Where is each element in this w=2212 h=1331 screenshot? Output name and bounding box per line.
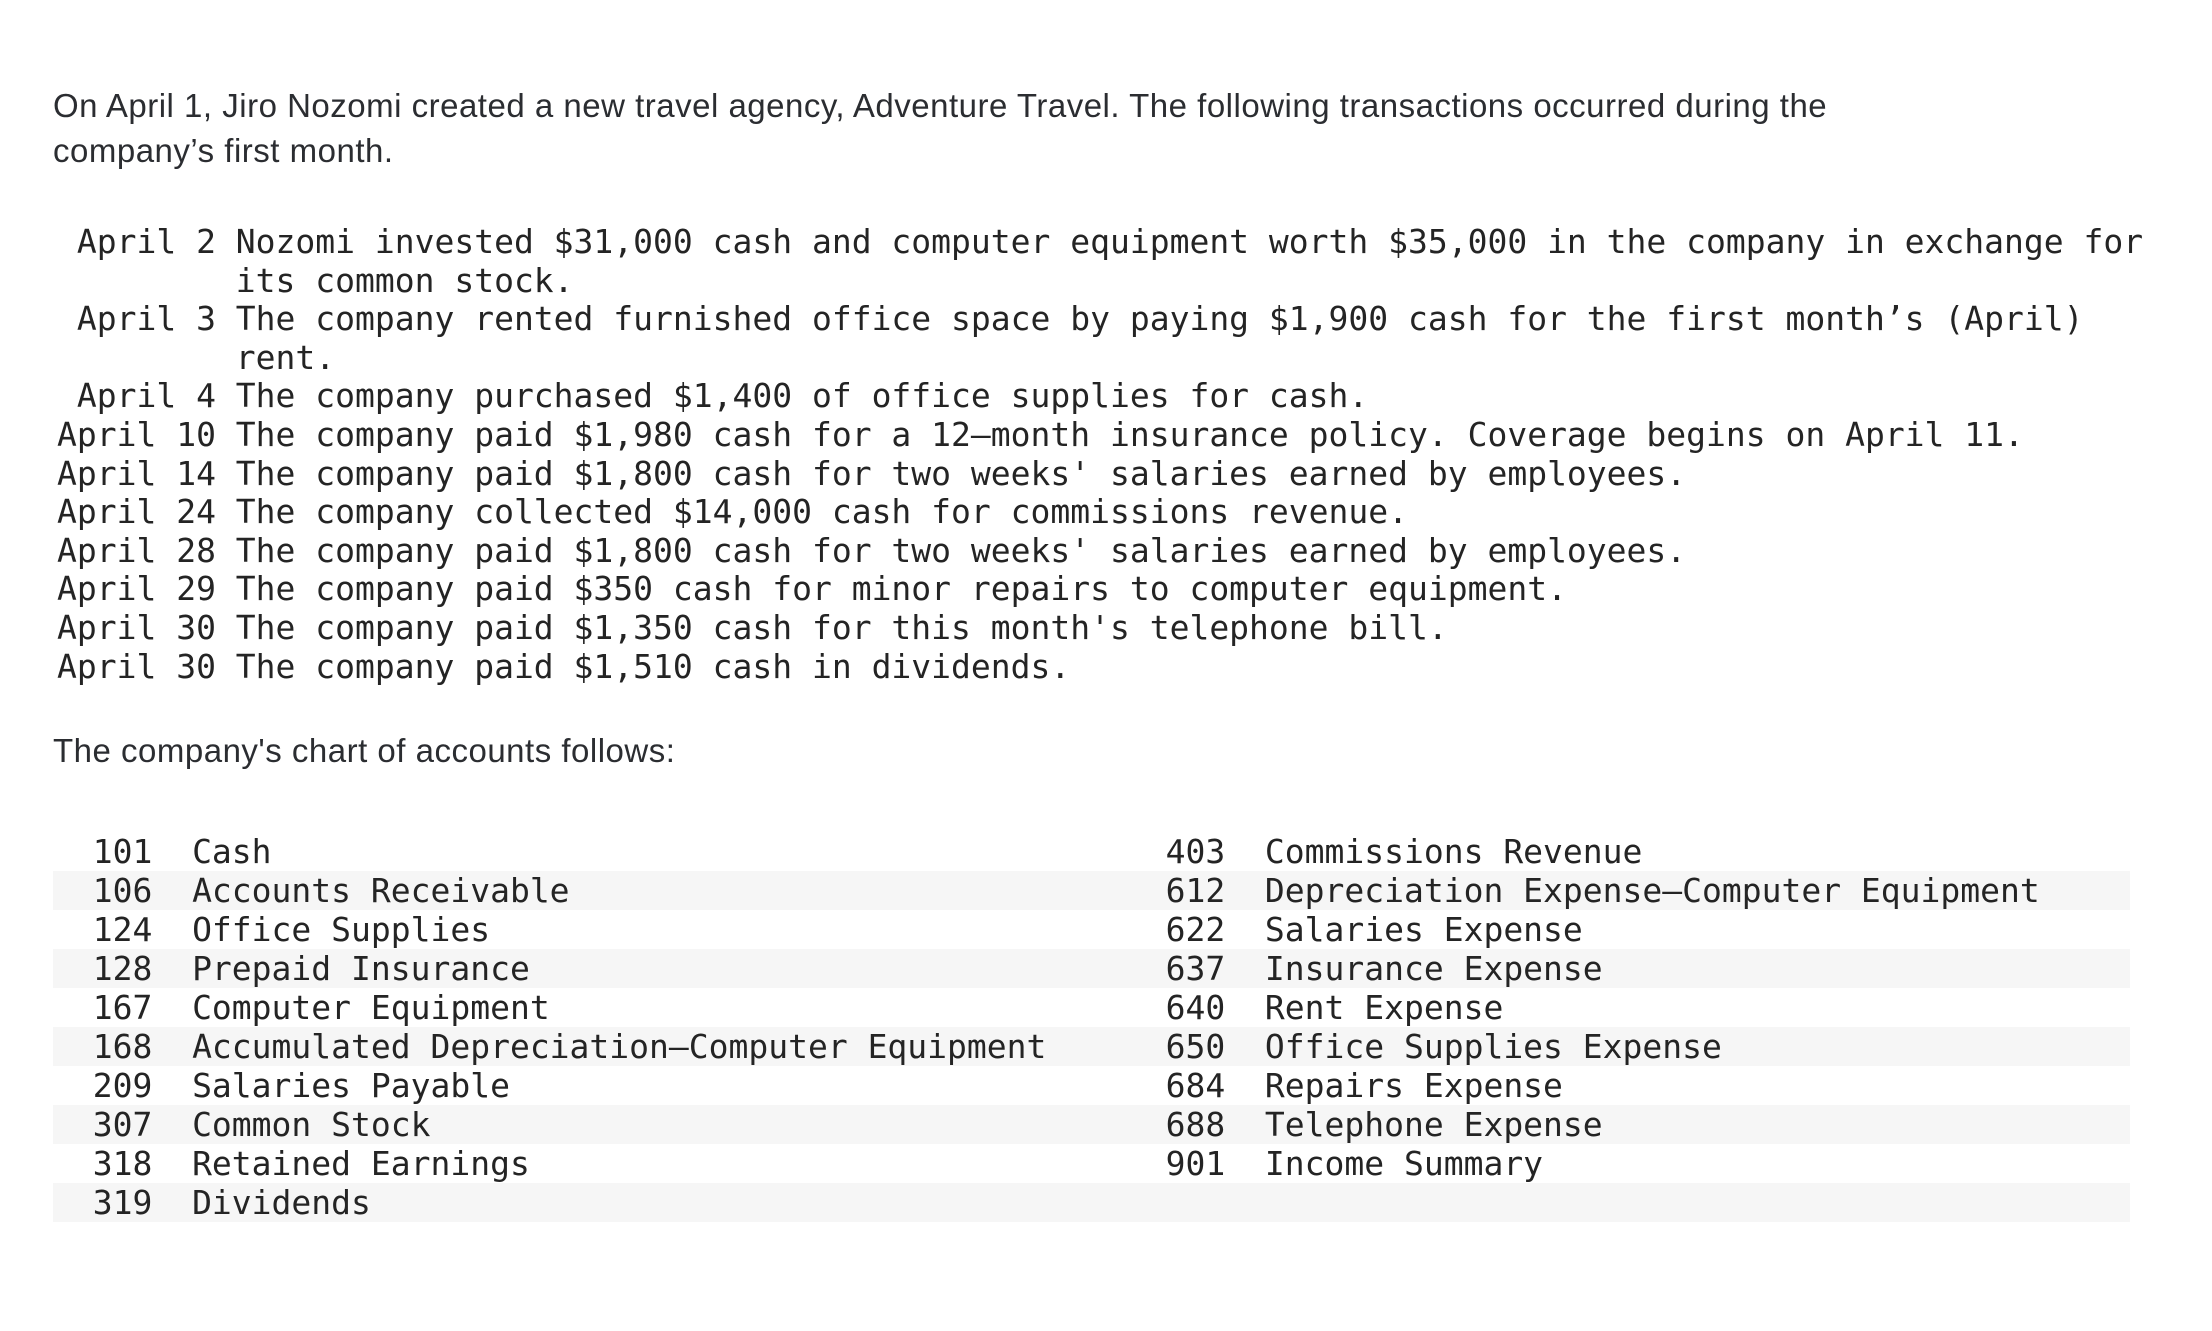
intro-paragraph: On April 1, Jiro Nozomi created a new tr… bbox=[53, 87, 1828, 169]
account-row: 209 Salaries Payable 684 Repairs Expense bbox=[53, 1066, 2130, 1105]
account-name-left: Prepaid Insurance bbox=[192, 949, 530, 989]
transaction-description: The company collected $14,000 cash for c… bbox=[235, 492, 1408, 532]
account-number-left: 167 bbox=[92, 988, 153, 1028]
transaction-date: April 30 bbox=[57, 607, 216, 647]
account-number-left: 209 bbox=[92, 1066, 153, 1106]
transaction-description: Nozomi invested $31,000 cash and compute… bbox=[235, 222, 2144, 300]
account-number-right: 612 bbox=[1165, 871, 1226, 911]
account-number-left: 319 bbox=[92, 1183, 153, 1223]
account-number-left: 101 bbox=[92, 832, 153, 872]
account-name-left: Accounts Receivable bbox=[192, 871, 570, 911]
account-row: 106 Accounts Receivable 612 Depreciation… bbox=[53, 871, 2130, 911]
transaction-date: April 2 bbox=[76, 222, 216, 261]
account-number-right: 640 bbox=[1165, 988, 1226, 1028]
account-name-left: Dividends bbox=[192, 1183, 371, 1223]
account-number-right bbox=[1166, 1183, 1226, 1222]
transaction-description: The company paid $1,800 cash for two wee… bbox=[235, 453, 1687, 493]
transaction-row: April 2 Nozomi invested $31,000 cash and… bbox=[57, 222, 2212, 300]
transaction-row: April 14 The company paid $1,800 cash fo… bbox=[57, 453, 2212, 494]
transaction-description: The company purchased $1,400 of office s… bbox=[235, 376, 1369, 416]
account-number-right: 901 bbox=[1165, 1144, 1226, 1184]
transaction-description: The company paid $1,800 cash for two wee… bbox=[235, 530, 1687, 570]
transaction-date: April 24 bbox=[57, 492, 216, 532]
account-number-left: 124 bbox=[92, 910, 153, 950]
account-number-right: 622 bbox=[1165, 910, 1226, 950]
transaction-description: The company paid $1,510 cash in dividend… bbox=[235, 646, 1071, 686]
accounts-table: 101 Cash 403 Commissions Revenue 106 Acc… bbox=[53, 832, 2130, 1223]
transaction-row: April 28 The company paid $1,800 cash fo… bbox=[57, 530, 2212, 571]
transaction-row: April 30 The company paid $1,350 cash fo… bbox=[57, 607, 2212, 648]
account-row: 318 Retained Earnings 901 Income Summary bbox=[53, 1144, 2130, 1183]
account-row: 168 Accumulated Depreciation—Computer Eq… bbox=[53, 1027, 2130, 1067]
account-name-right: Insurance Expense bbox=[1264, 949, 1603, 989]
transaction-description: The company rented furnished office spac… bbox=[235, 299, 2084, 377]
transaction-date: April 10 bbox=[57, 414, 216, 454]
transaction-row: April 10 The company paid $1,980 cash fo… bbox=[57, 414, 2212, 455]
transaction-description: The company paid $1,350 cash for this mo… bbox=[235, 607, 1448, 647]
account-name-left: Cash bbox=[192, 832, 272, 872]
account-number-left: 168 bbox=[92, 1027, 153, 1067]
document-page: On April 1, Jiro Nozomi created a new tr… bbox=[0, 83, 2212, 1223]
transaction-description: The company paid $350 cash for minor rep… bbox=[235, 569, 1567, 609]
transaction-row: April 3 The company rented furnished off… bbox=[57, 299, 2212, 377]
account-row: 124 Office Supplies 622 Salaries Expense bbox=[53, 910, 2130, 949]
account-name-left: Office Supplies bbox=[192, 910, 491, 950]
chart-of-accounts-heading: The company's chart of accounts follows: bbox=[53, 732, 676, 770]
account-name-left: Retained Earnings bbox=[192, 1144, 530, 1184]
account-name-left: Salaries Payable bbox=[192, 1066, 510, 1106]
transaction-row: April 29 The company paid $350 cash for … bbox=[57, 570, 2212, 609]
account-name-right bbox=[1265, 1183, 2130, 1222]
account-number-left: 318 bbox=[92, 1144, 153, 1184]
transaction-description: The company paid $1,980 cash for a 12–mo… bbox=[235, 414, 2024, 454]
transactions-list: April 2 Nozomi invested $31,000 cash and… bbox=[57, 222, 2212, 687]
account-row: 319 Dividends bbox=[53, 1183, 2130, 1223]
transaction-date: April 14 bbox=[57, 453, 216, 493]
account-name-right: Commissions Revenue bbox=[1264, 832, 1643, 872]
account-name-left: Computer Equipment bbox=[192, 988, 550, 1028]
account-number-right: 637 bbox=[1165, 949, 1226, 989]
transaction-row: April 30 The company paid $1,510 cash in… bbox=[57, 646, 2212, 687]
account-number-left: 307 bbox=[92, 1105, 153, 1145]
transaction-row: April 24 The company collected $14,000 c… bbox=[57, 493, 2212, 532]
transaction-date: April 30 bbox=[57, 646, 216, 686]
account-name-right: Telephone Expense bbox=[1264, 1105, 1603, 1145]
transaction-date: April 28 bbox=[57, 530, 216, 570]
account-number-right: 688 bbox=[1165, 1105, 1226, 1145]
transaction-date: April 29 bbox=[57, 569, 216, 609]
account-row: 128 Prepaid Insurance 637 Insurance Expe… bbox=[53, 949, 2130, 989]
account-name-right: Income Summary bbox=[1264, 1144, 1544, 1184]
account-row: 167 Computer Equipment 640 Rent Expense bbox=[53, 988, 2130, 1027]
transaction-date: April 4 bbox=[76, 376, 216, 416]
account-name-right: Office Supplies Expense bbox=[1264, 1027, 1722, 1067]
account-number-left: 106 bbox=[92, 871, 153, 911]
transaction-date: April 3 bbox=[76, 299, 216, 339]
account-name-left: Common Stock bbox=[192, 1105, 431, 1145]
account-name-right: Salaries Expense bbox=[1264, 910, 1583, 950]
account-name-right: Rent Expense bbox=[1264, 988, 1504, 1028]
account-row: 307 Common Stock 688 Telephone Expense bbox=[53, 1105, 2130, 1145]
account-number-left: 128 bbox=[92, 949, 153, 989]
account-number-right: 650 bbox=[1165, 1027, 1226, 1067]
account-name-right: Repairs Expense bbox=[1264, 1066, 1563, 1106]
transaction-row: April 4 The company purchased $1,400 of … bbox=[57, 377, 2212, 416]
account-name-left: Accumulated Depreciation—Computer Equipm… bbox=[192, 1027, 1047, 1067]
account-number-right: 403 bbox=[1165, 832, 1226, 872]
account-name-right: Depreciation Expense—Computer Equipment bbox=[1264, 871, 2040, 911]
account-number-right: 684 bbox=[1165, 1066, 1226, 1106]
account-row: 101 Cash 403 Commissions Revenue bbox=[53, 832, 2130, 871]
